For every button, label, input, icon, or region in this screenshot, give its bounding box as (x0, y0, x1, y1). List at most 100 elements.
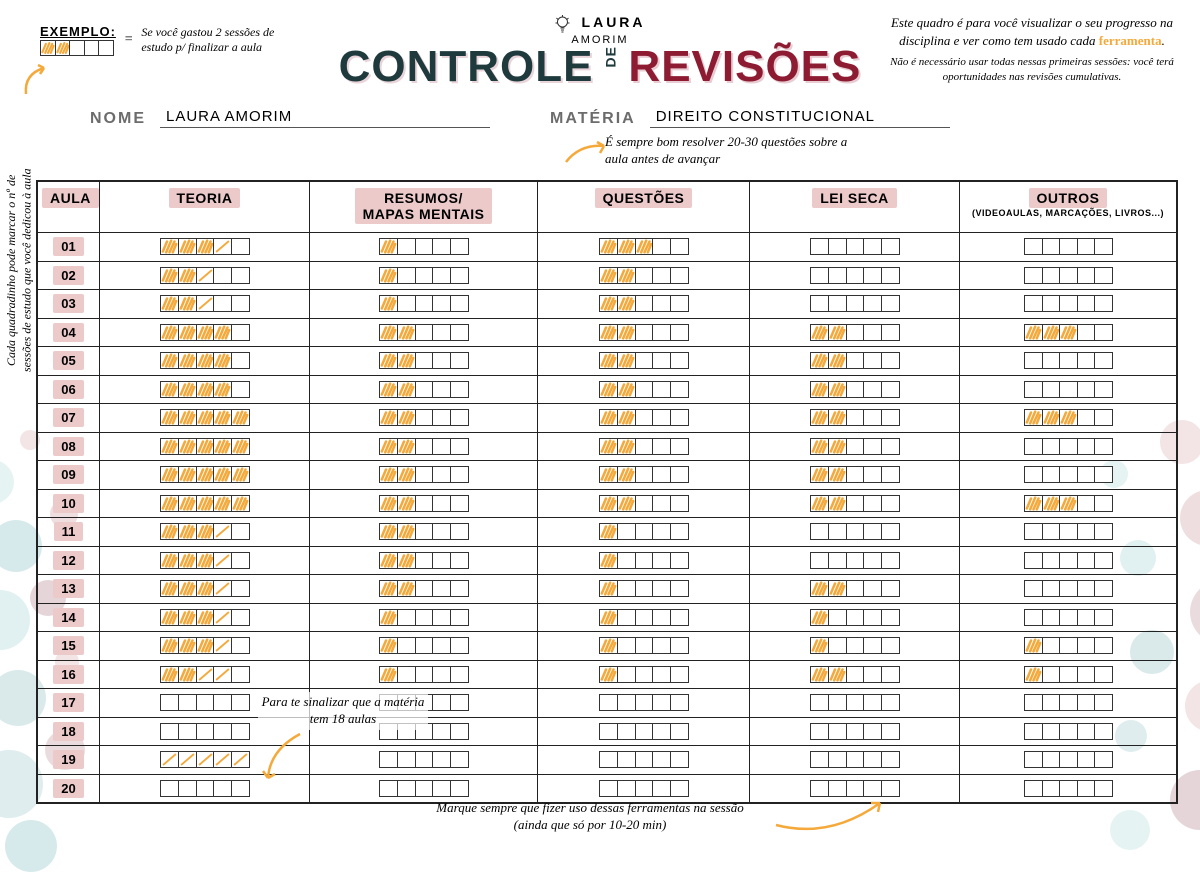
study-box (1042, 694, 1061, 711)
study-box (1059, 238, 1078, 255)
study-box (160, 352, 179, 369)
study-box (213, 780, 232, 797)
study-box (450, 751, 469, 768)
study-box (881, 352, 900, 369)
study-box (652, 438, 671, 455)
study-box (617, 438, 636, 455)
study-box (670, 352, 689, 369)
study-box (415, 352, 434, 369)
exemplo-text: Se você gastou 2 sessões de estudo p/ fi… (141, 25, 300, 55)
study-box (846, 381, 865, 398)
study-box (231, 694, 250, 711)
study-box (810, 324, 829, 341)
study-box (881, 295, 900, 312)
study-box (1059, 295, 1078, 312)
study-box (635, 609, 654, 626)
study-box (1059, 751, 1078, 768)
study-box (1042, 609, 1061, 626)
study-box (415, 637, 434, 654)
boxset (599, 295, 687, 312)
row-num: 01 (53, 237, 83, 256)
study-box (863, 637, 882, 654)
study-box (599, 324, 618, 341)
table-row: 06 (38, 375, 1176, 404)
study-box (810, 466, 829, 483)
study-box (846, 609, 865, 626)
boxset (160, 267, 248, 284)
study-box (828, 552, 847, 569)
study-box (160, 267, 179, 284)
study-box (450, 694, 469, 711)
boxset (160, 381, 248, 398)
study-box (1042, 352, 1061, 369)
study-box (599, 466, 618, 483)
study-box (450, 637, 469, 654)
study-box (379, 267, 398, 284)
study-box (652, 552, 671, 569)
study-box (379, 381, 398, 398)
study-box (670, 780, 689, 797)
study-box (1042, 238, 1061, 255)
boxset (160, 409, 248, 426)
study-box (670, 580, 689, 597)
study-box (863, 238, 882, 255)
study-box (1077, 780, 1096, 797)
study-box (432, 295, 451, 312)
table-row: 02 (38, 261, 1176, 290)
study-box (617, 637, 636, 654)
study-box (599, 666, 618, 683)
study-box (1094, 523, 1113, 540)
study-box (178, 580, 197, 597)
materia-label: MATÉRIA (550, 110, 636, 128)
boxset (599, 723, 687, 740)
study-box (881, 580, 900, 597)
study-box (599, 438, 618, 455)
study-box (1094, 751, 1113, 768)
study-box (599, 295, 618, 312)
study-box (213, 552, 232, 569)
study-box (397, 780, 416, 797)
boxset (599, 409, 687, 426)
study-box (652, 324, 671, 341)
study-box (213, 637, 232, 654)
study-box (863, 409, 882, 426)
boxset (379, 523, 467, 540)
study-box (652, 694, 671, 711)
study-box (1024, 295, 1043, 312)
study-box (635, 694, 654, 711)
boxset (599, 637, 687, 654)
study-box (450, 295, 469, 312)
study-box (863, 609, 882, 626)
boxset (1024, 438, 1112, 455)
study-box (1077, 267, 1096, 284)
boxset (160, 295, 248, 312)
study-box (846, 267, 865, 284)
boxset (1024, 381, 1112, 398)
study-box (213, 381, 232, 398)
study-box (196, 495, 215, 512)
row-num: 11 (54, 522, 84, 541)
study-box (599, 723, 618, 740)
study-box (450, 495, 469, 512)
boxset (810, 438, 898, 455)
study-box (635, 552, 654, 569)
study-box (160, 295, 179, 312)
boxset (1024, 723, 1112, 740)
study-box (863, 751, 882, 768)
study-box (1077, 409, 1096, 426)
study-box (863, 381, 882, 398)
study-box (1077, 352, 1096, 369)
study-box (1024, 438, 1043, 455)
exemplo-boxes (40, 40, 116, 56)
study-box (670, 552, 689, 569)
study-box (397, 409, 416, 426)
study-box (98, 40, 114, 56)
study-box (1077, 580, 1096, 597)
study-box (178, 324, 197, 341)
boxset (810, 637, 898, 654)
row-num: 10 (53, 494, 83, 513)
study-box (231, 523, 250, 540)
study-box (1024, 409, 1043, 426)
study-box (1077, 466, 1096, 483)
study-box (846, 466, 865, 483)
